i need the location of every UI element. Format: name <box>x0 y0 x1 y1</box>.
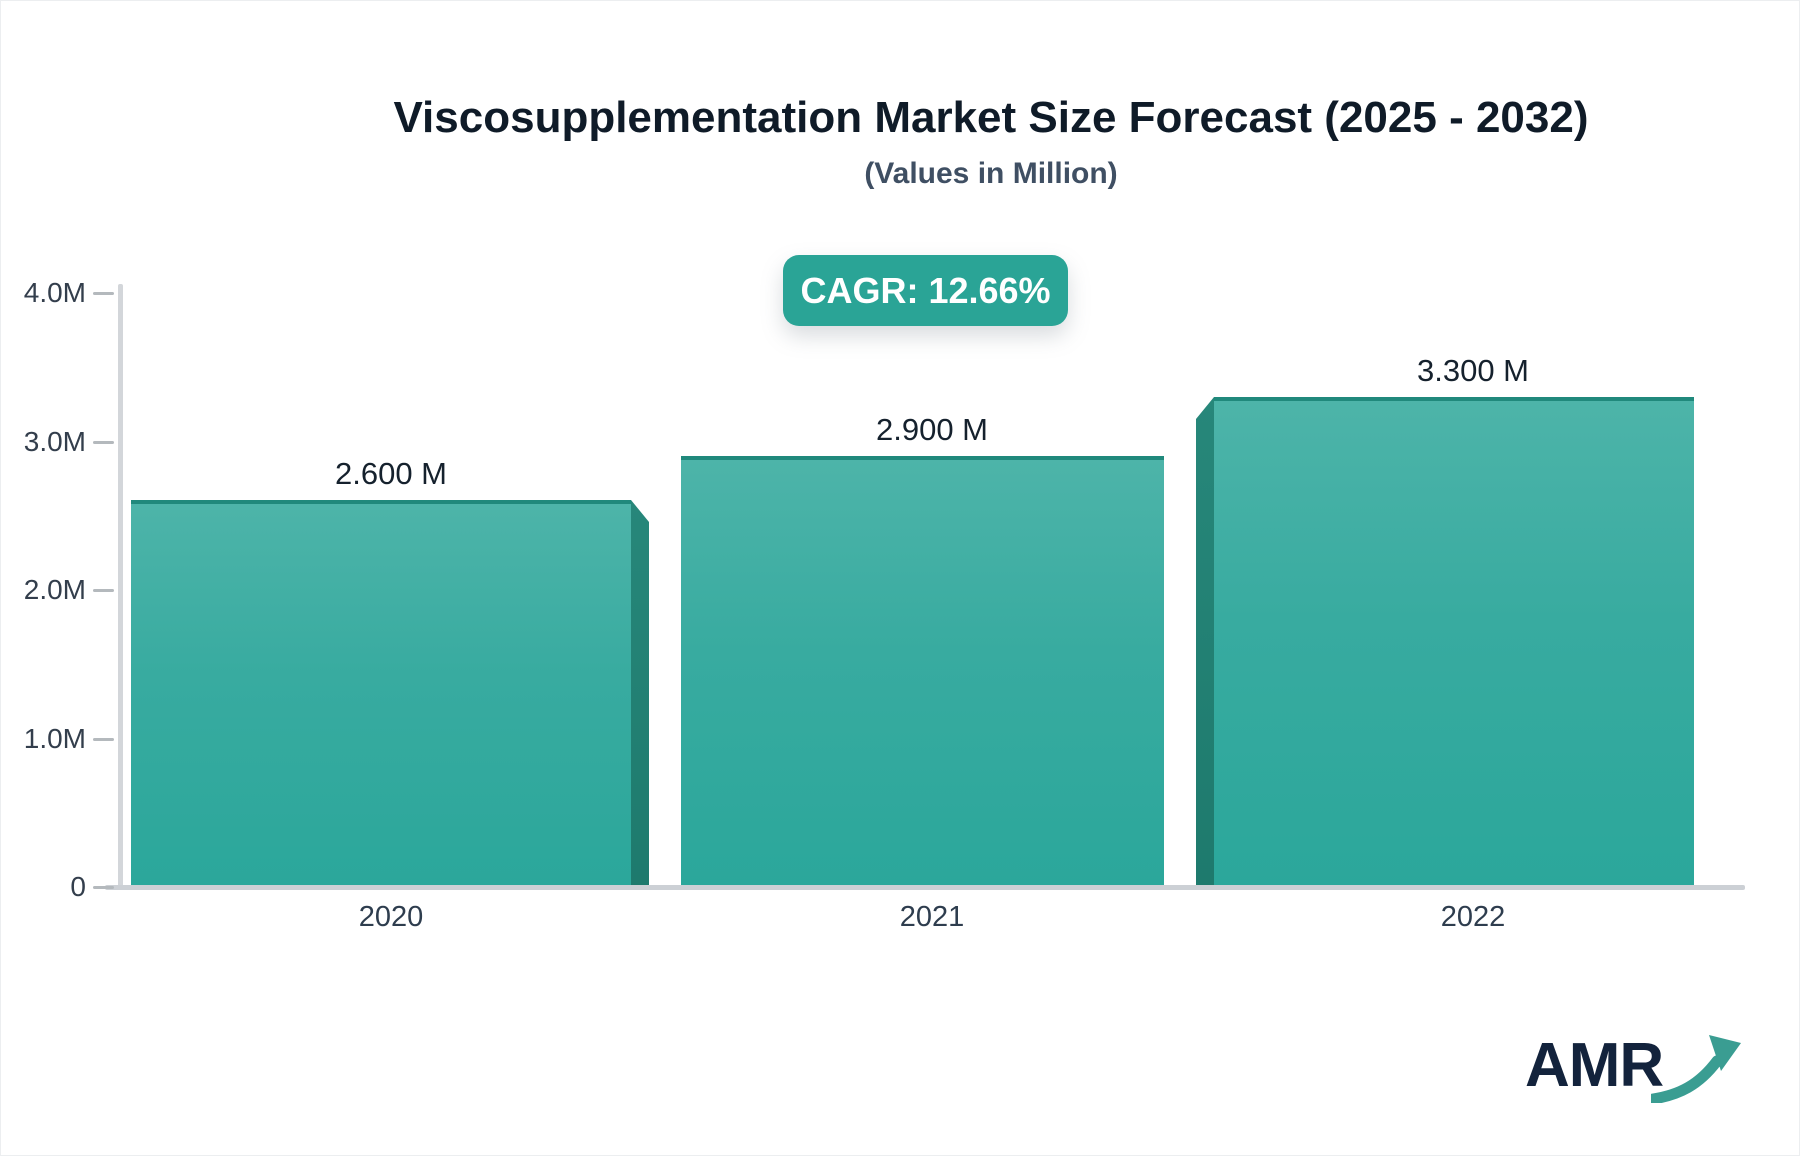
y-tick-mark <box>93 886 114 889</box>
cagr-badge: CAGR: 12.66% <box>783 255 1068 326</box>
y-tick-mark <box>93 589 114 592</box>
y-tick-mark <box>93 292 114 295</box>
bar-2022 <box>1214 397 1694 885</box>
y-tick-label-3m: 3.0M <box>23 426 86 457</box>
bar-2020-3d-side <box>631 500 649 885</box>
y-tick-mark <box>93 441 114 444</box>
y-axis-line <box>118 284 123 888</box>
x-label-2021: 2021 <box>899 901 965 933</box>
cagr-badge-label: CAGR: 12.66% <box>800 269 1051 311</box>
bar-2021 <box>681 456 1164 885</box>
amr-logo-text: AMR <box>1525 1031 1664 1100</box>
x-label-2022: 2022 <box>1440 901 1506 933</box>
bar-2022-3d-side <box>1196 397 1214 885</box>
bar-value-label-2021: 2.900 M <box>875 412 988 447</box>
bar-2020 <box>131 500 631 885</box>
amr-logo: AMR <box>1525 1031 1741 1111</box>
bar-value-label-2020: 2.600 M <box>334 456 447 491</box>
growth-arrow-icon <box>1651 1035 1741 1103</box>
y-tick-label-0: 0 <box>70 871 86 902</box>
x-axis-baseline <box>105 885 1745 890</box>
y-tick-label-2m: 2.0M <box>23 574 86 605</box>
y-tick-label-1m: 1.0M <box>23 723 86 754</box>
x-label-2020: 2020 <box>358 901 424 933</box>
bar-value-label-2022: 3.300 M <box>1416 353 1529 388</box>
chart-subtitle: (Values in Million) <box>864 157 1118 190</box>
y-tick-label-4m: 4.0M <box>23 277 86 308</box>
chart-title: Viscosupplementation Market Size Forecas… <box>393 93 1589 142</box>
y-tick-mark <box>93 738 114 741</box>
